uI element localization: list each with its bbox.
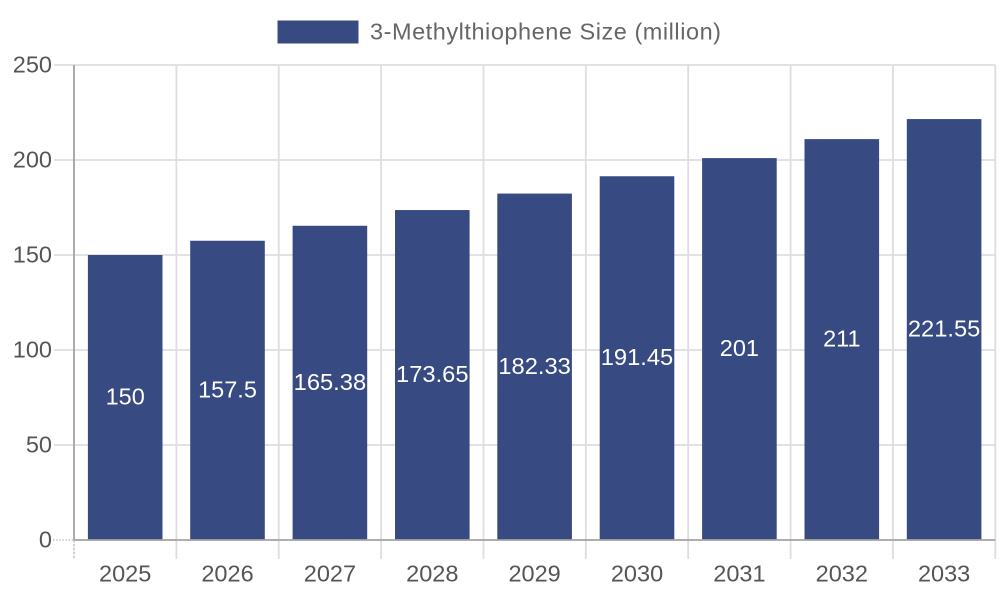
svg-text:2032: 2032 <box>816 561 868 587</box>
svg-text:2026: 2026 <box>201 561 253 587</box>
svg-text:173.65: 173.65 <box>396 361 469 387</box>
svg-text:191.45: 191.45 <box>601 344 674 370</box>
svg-text:2029: 2029 <box>508 561 560 587</box>
svg-text:200: 200 <box>13 147 52 173</box>
svg-text:157.5: 157.5 <box>198 376 257 402</box>
svg-text:165.38: 165.38 <box>294 369 367 395</box>
svg-text:182.33: 182.33 <box>498 353 571 379</box>
svg-text:201: 201 <box>720 335 759 361</box>
svg-text:211: 211 <box>823 326 860 352</box>
svg-text:150: 150 <box>106 384 145 410</box>
svg-text:150: 150 <box>13 242 52 268</box>
svg-text:2025: 2025 <box>99 561 151 587</box>
svg-text:0: 0 <box>39 527 52 553</box>
svg-text:2031: 2031 <box>713 561 765 587</box>
svg-text:2033: 2033 <box>918 561 970 587</box>
svg-text:2028: 2028 <box>406 561 458 587</box>
svg-text:221.55: 221.55 <box>908 316 981 342</box>
svg-text:50: 50 <box>26 432 52 458</box>
svg-text:2030: 2030 <box>611 561 663 587</box>
svg-text:100: 100 <box>13 337 52 363</box>
svg-text:250: 250 <box>13 52 52 78</box>
svg-text:3-Methylthiophene Size (millio: 3-Methylthiophene Size (million) <box>370 19 721 45</box>
svg-text:2027: 2027 <box>304 561 356 587</box>
